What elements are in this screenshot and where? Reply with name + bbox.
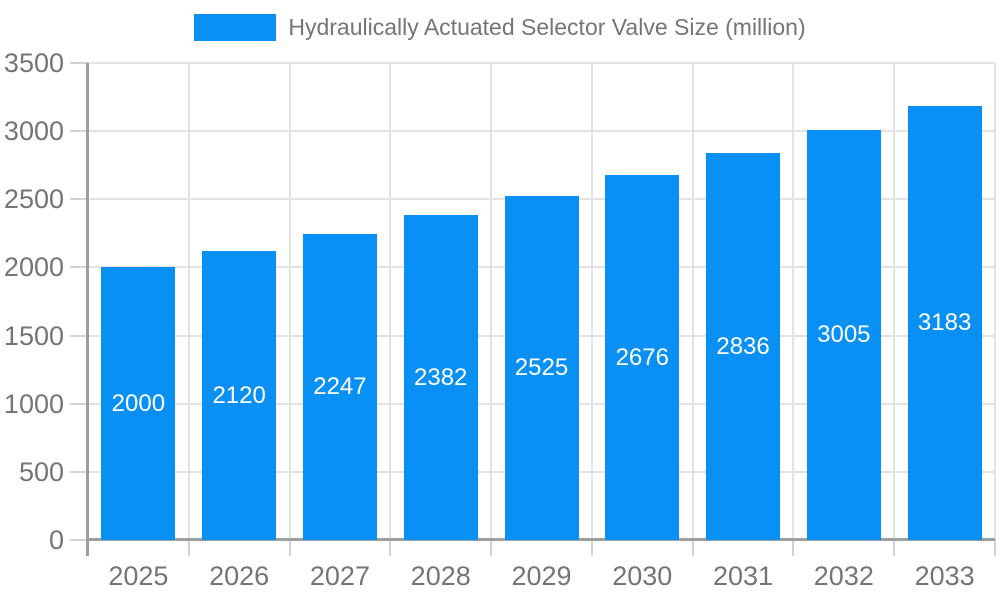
bar-value-label: 2525 <box>514 353 569 381</box>
y-axis-tick-label: 0 <box>48 525 64 555</box>
x-axis-tick-label: 2028 <box>410 561 471 591</box>
bar-value-label: 2120 <box>212 381 266 409</box>
y-axis-tick <box>70 198 88 201</box>
x-axis-tick <box>691 540 694 556</box>
bar[interactable] <box>403 215 478 540</box>
y-axis-tick <box>70 130 88 133</box>
bar[interactable] <box>504 195 579 540</box>
x-gridline <box>792 63 795 540</box>
x-axis-tick <box>389 540 392 556</box>
bar[interactable] <box>302 233 377 540</box>
bar-value-label: 2000 <box>111 389 166 417</box>
bar-value-label: 2247 <box>313 372 367 400</box>
y-axis-tick <box>70 334 88 337</box>
x-gridline <box>389 63 392 540</box>
x-gridline <box>893 63 896 540</box>
x-axis-tick <box>792 540 795 556</box>
y-axis-tick-label: 1000 <box>3 388 64 419</box>
x-axis-tick-label: 2027 <box>309 561 370 591</box>
y-axis-tick <box>70 402 88 405</box>
x-axis-tick <box>893 540 896 556</box>
y-axis-line <box>86 63 89 556</box>
y-axis-tick <box>70 62 88 64</box>
bar-value-label: 2676 <box>615 343 669 371</box>
x-gridline <box>691 63 694 540</box>
x-axis-tick <box>590 540 593 556</box>
bar[interactable] <box>202 251 277 540</box>
x-axis-tick <box>490 540 493 556</box>
x-gridline <box>288 63 291 540</box>
y-axis-tick-label: 2500 <box>3 184 64 215</box>
x-axis-tick-label: 2026 <box>209 561 270 591</box>
x-gridline <box>590 63 593 540</box>
y-axis-tick <box>70 539 88 541</box>
x-gridline <box>490 63 493 540</box>
y-axis-tick <box>70 470 88 473</box>
bar[interactable] <box>101 267 176 540</box>
legend-swatch-icon <box>194 14 277 41</box>
y-axis-tick-label: 3000 <box>3 116 64 147</box>
legend-item[interactable]: Hydraulically Actuated Selector Valve Si… <box>194 14 806 41</box>
bar[interactable] <box>907 106 982 540</box>
y-axis-tick <box>70 266 88 269</box>
x-axis-tick-label: 2032 <box>813 561 874 591</box>
x-axis-tick <box>187 540 190 556</box>
legend-label: Hydraulically Actuated Selector Valve Si… <box>288 14 806 40</box>
bar[interactable] <box>605 175 680 540</box>
x-axis-tick <box>288 540 291 556</box>
bar-value-label: 3183 <box>917 309 972 337</box>
y-axis-tick-label: 2000 <box>3 252 64 283</box>
x-axis-tick-label: 2030 <box>612 561 673 591</box>
bar-value-label: 2836 <box>716 332 770 360</box>
y-gridline <box>88 130 995 133</box>
x-axis-tick-label: 2029 <box>511 561 572 591</box>
y-gridline <box>88 62 995 64</box>
bar-value-label: 2382 <box>414 363 468 391</box>
bar-value-label: 3005 <box>817 321 871 349</box>
x-axis-tick-label: 2033 <box>914 561 975 591</box>
chart-legend: Hydraulically Actuated Selector Valve Si… <box>0 14 1000 41</box>
y-axis-tick-label: 3500 <box>3 48 64 78</box>
bar[interactable] <box>706 153 781 540</box>
x-axis-tick-label: 2031 <box>713 561 774 591</box>
bar[interactable] <box>806 130 881 540</box>
x-gridline <box>994 63 996 540</box>
y-axis-tick-label: 500 <box>18 456 64 487</box>
x-gridline <box>187 63 190 540</box>
x-axis-tick-label: 2025 <box>108 561 169 591</box>
x-axis-tick <box>994 540 996 556</box>
y-axis-tick-label: 1500 <box>3 320 64 351</box>
